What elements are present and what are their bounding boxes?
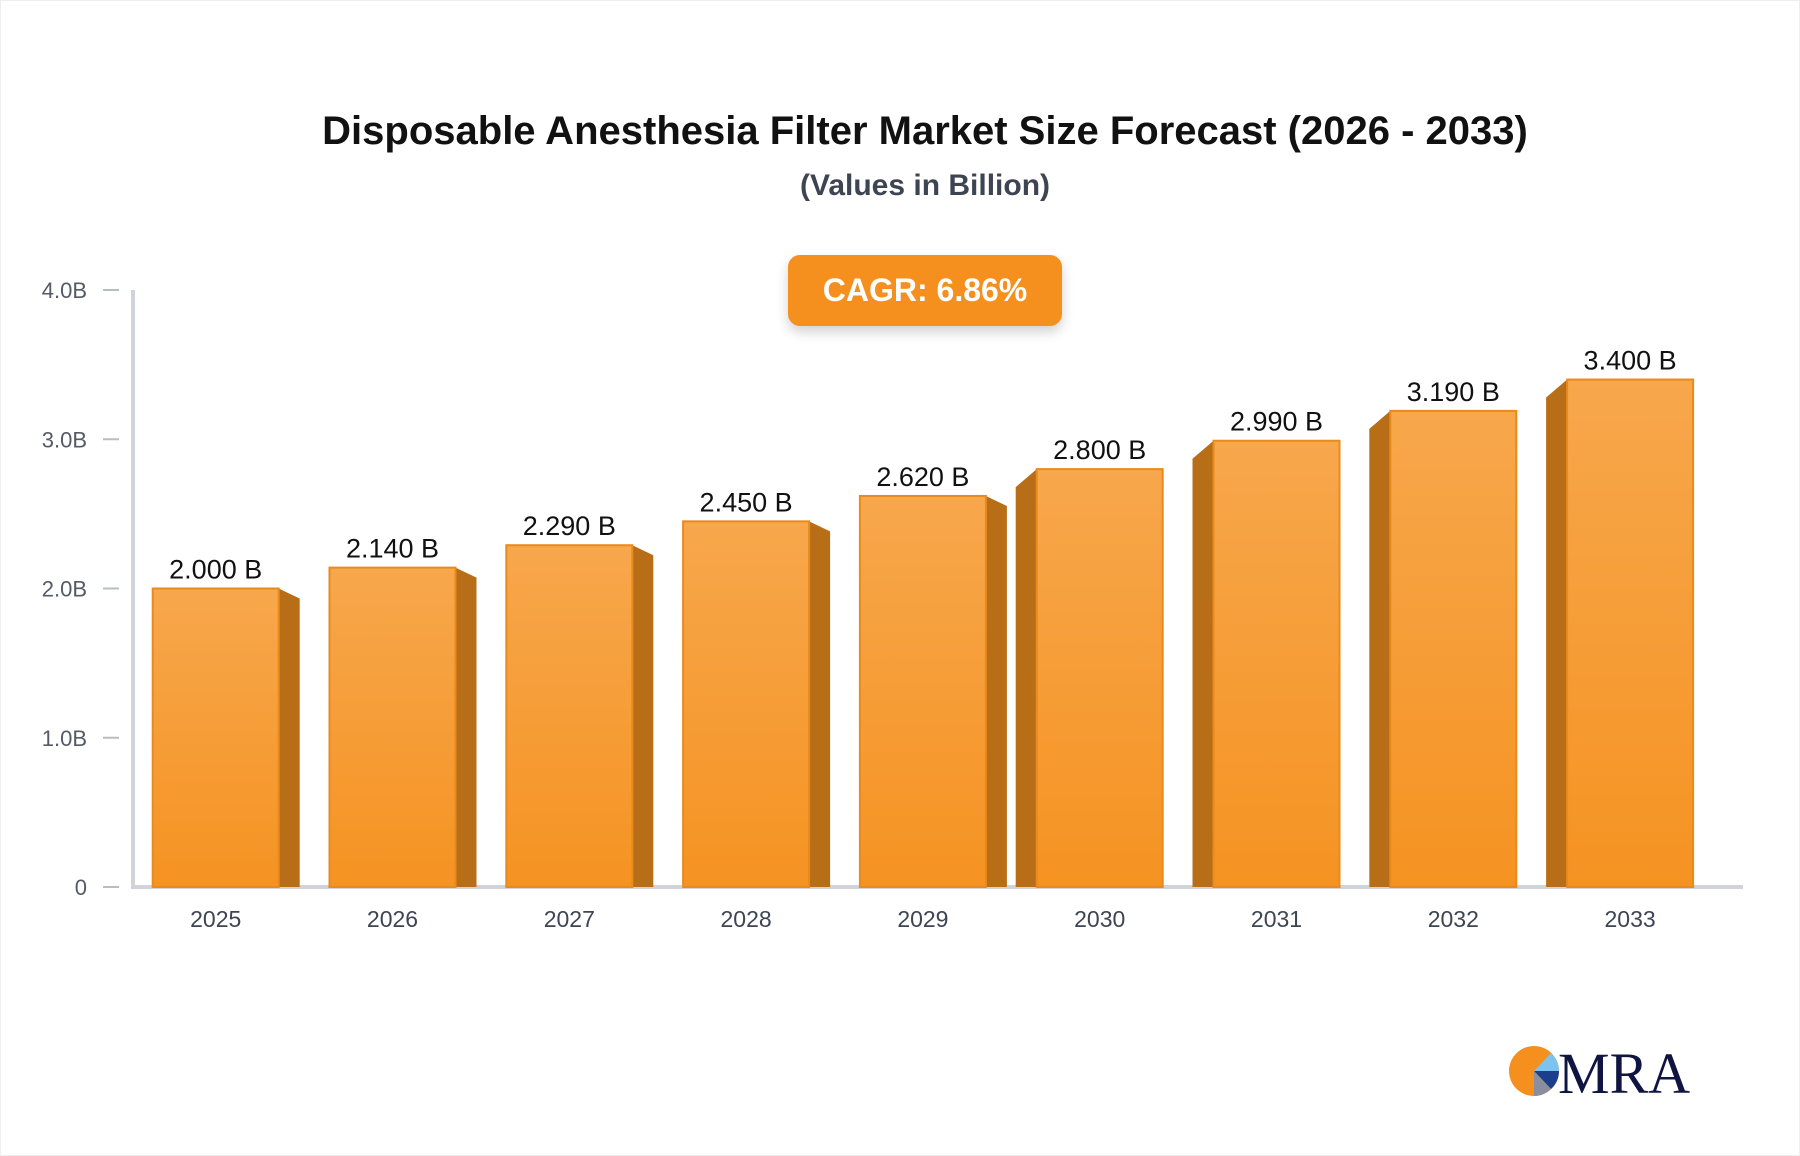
mra-logo: MRA xyxy=(1509,1041,1690,1101)
chart-subtitle: (Values in Billion) xyxy=(799,169,1051,202)
bar-side xyxy=(455,567,477,887)
x-tick-label: 2029 xyxy=(897,906,948,932)
bar xyxy=(151,587,280,888)
data-label: 2.450 B xyxy=(700,487,793,517)
bar xyxy=(1212,439,1341,888)
svg-text:MRA: MRA xyxy=(1558,1041,1690,1101)
x-tick-label: 2033 xyxy=(1605,906,1656,932)
data-label: 3.190 B xyxy=(1407,377,1500,407)
bar-side xyxy=(985,495,1007,887)
chart-title: Disposable Anesthesia Filter Market Size… xyxy=(322,109,1528,153)
x-tick-label: 2031 xyxy=(1251,906,1302,932)
bar xyxy=(682,520,811,889)
y-tick-label: 2.0B xyxy=(42,577,87,602)
cagr-badge: CAGR: 6.86% xyxy=(788,255,1062,326)
bar-side xyxy=(632,545,654,887)
x-tick-label: 2025 xyxy=(190,906,241,932)
data-label: 3.400 B xyxy=(1584,346,1677,376)
x-tick-label: 2032 xyxy=(1428,906,1479,932)
data-label: 2.000 B xyxy=(169,555,262,585)
bar-side xyxy=(809,521,831,887)
x-tick-label: 2028 xyxy=(721,906,772,932)
x-tick-label: 2030 xyxy=(1074,906,1125,932)
bar xyxy=(1389,409,1518,888)
y-tick-label: 4.0B xyxy=(42,278,87,303)
x-tick-label: 2027 xyxy=(544,906,595,932)
bar xyxy=(505,544,634,889)
y-tick-label: 3.0B xyxy=(42,427,87,452)
y-tick-label: 1.0B xyxy=(42,726,87,751)
data-label: 2.800 B xyxy=(1053,435,1146,465)
bar-side xyxy=(278,588,300,887)
bar xyxy=(328,566,457,888)
data-label: 2.620 B xyxy=(876,462,969,492)
data-label: 2.290 B xyxy=(523,511,616,541)
bar-side xyxy=(1546,379,1568,887)
bar-side xyxy=(1369,410,1391,887)
bar xyxy=(858,494,987,888)
bar-side xyxy=(1192,440,1214,887)
bar-side xyxy=(1015,469,1037,887)
bar xyxy=(1035,468,1164,888)
y-tick-label: 0 xyxy=(75,875,87,900)
data-label: 2.990 B xyxy=(1230,407,1323,437)
x-tick-label: 2026 xyxy=(367,906,418,932)
bar xyxy=(1566,378,1695,888)
data-label: 2.140 B xyxy=(346,534,439,564)
